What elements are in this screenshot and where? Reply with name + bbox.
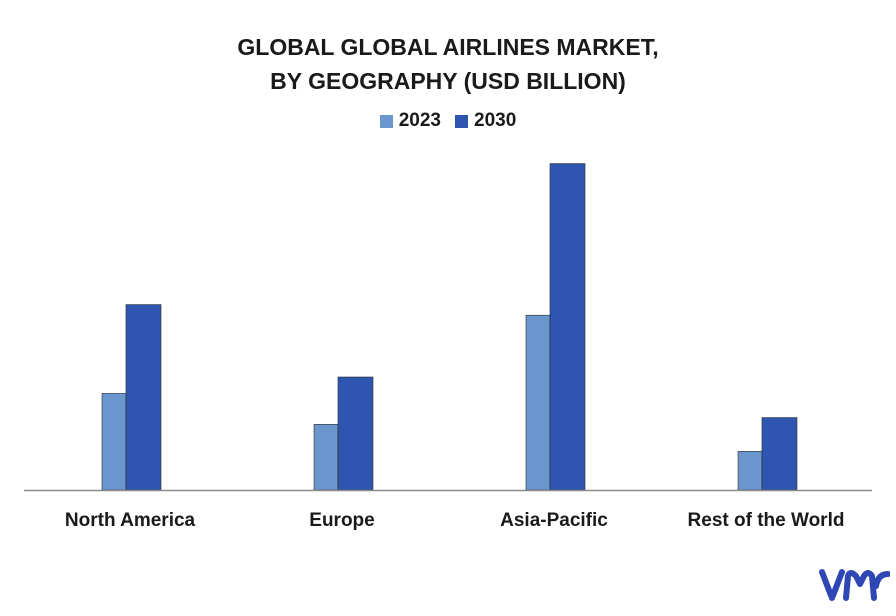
x-tick-label: Rest of the World (688, 510, 845, 531)
x-tick-label: Europe (309, 510, 374, 531)
legend-item-2023: 2023 (379, 110, 441, 132)
bar-2030-rest-of-the-world (761, 417, 798, 491)
x-tick-label: Asia-Pacific (500, 510, 608, 531)
bar-2023-north-america (101, 393, 127, 491)
bar-2030-europe (337, 376, 374, 491)
legend-label-2030: 2030 (474, 110, 517, 131)
bar-2030-asia-pacific (549, 163, 586, 491)
chart-title: GLOBAL GLOBAL AIRLINES MARKET, BY GEOGRA… (0, 30, 896, 98)
chart-legend: 2023 2030 (0, 110, 896, 132)
legend-item-2030: 2030 (455, 110, 516, 132)
vmr-logo (819, 569, 890, 601)
bar-2023-asia-pacific (525, 314, 551, 491)
bar-2023-rest-of-the-world (737, 451, 763, 491)
x-tick-label: North America (65, 510, 196, 531)
legend-swatch-2023 (379, 114, 393, 128)
legend-swatch-2030 (455, 114, 468, 128)
bar-2030-north-america (125, 304, 162, 491)
legend-label-2023: 2023 (398, 110, 441, 131)
bar-2023-europe (313, 424, 339, 491)
chart-title-line2: BY GEOGRAPHY (USD BILLION) (270, 68, 626, 94)
chart-title-line1: GLOBAL GLOBAL AIRLINES MARKET, (237, 34, 659, 60)
